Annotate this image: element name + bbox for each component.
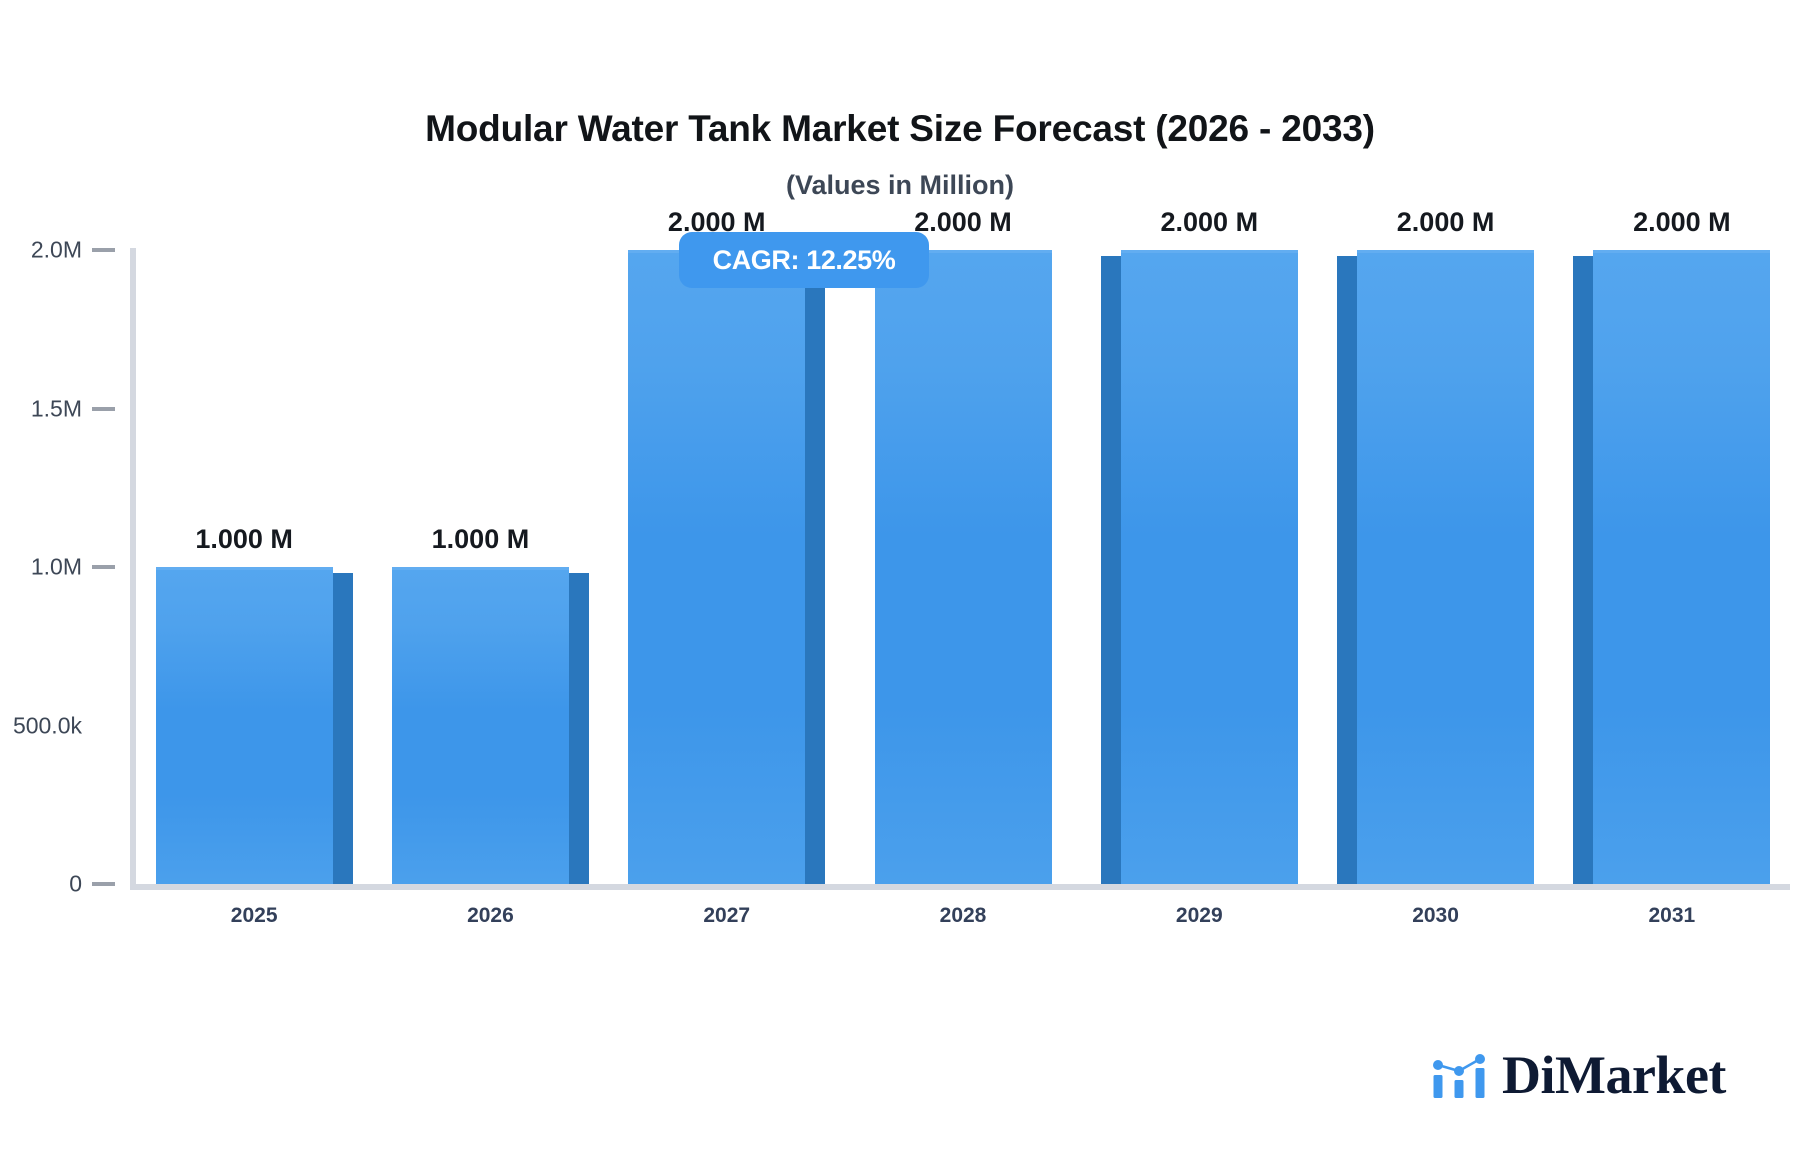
y-tick-mark <box>92 565 115 569</box>
chart-title: Modular Water Tank Market Size Forecast … <box>425 108 1375 149</box>
y-tick-mark <box>92 248 115 252</box>
bar-front-face <box>1357 250 1535 884</box>
y-tick-label: 0 <box>69 870 82 897</box>
bar-chart-logo-icon <box>1433 1054 1485 1098</box>
bar[interactable]: 1.000 M <box>391 524 589 884</box>
y-tick-mark <box>92 406 115 411</box>
bar-value-label: 1.000 M <box>195 524 293 554</box>
bar-side-face <box>1337 256 1358 884</box>
chart-subtitle: (Values in Million) <box>785 170 1015 200</box>
bar-value-label: 2.000 M <box>1633 207 1731 237</box>
bar-value-label: 2.000 M <box>914 207 1012 237</box>
bar[interactable]: 2.000 M <box>1573 207 1771 884</box>
x-tick-label: 2030 <box>1412 904 1459 927</box>
cagr-badge: CAGR: 12.25% <box>679 232 929 288</box>
brand-logo: DiMarket <box>1432 1048 1726 1102</box>
bar-side-face <box>1573 256 1594 884</box>
x-tick-label: 2026 <box>467 904 514 927</box>
y-tick-mark <box>92 882 115 886</box>
bar-side-face <box>568 573 589 884</box>
bar-front-face <box>628 250 806 884</box>
x-tick-label: 2028 <box>939 904 987 927</box>
y-tick-label: 500.0k <box>12 712 82 738</box>
y-tick-label: 2.0M <box>30 236 82 263</box>
bar-top-edge <box>1593 250 1771 253</box>
bar-value-label: 2.000 M <box>1396 207 1495 237</box>
x-tick-label: 2029 <box>1175 904 1223 927</box>
bar-top-edge <box>1120 250 1298 253</box>
bar-front-face <box>391 567 569 884</box>
bar-front-face <box>1120 250 1298 884</box>
y-tick-label: 1.0M <box>30 553 82 580</box>
bar-front-face <box>1593 250 1771 884</box>
bar-top-edge <box>391 567 569 570</box>
bar-front-face <box>874 250 1052 884</box>
bar[interactable]: 2.000 M <box>1337 207 1535 884</box>
bar-side-face <box>1100 256 1121 884</box>
bar-side-face <box>805 256 826 884</box>
bar-value-label: 1.000 M <box>431 524 530 554</box>
bar-top-edge <box>1357 250 1535 253</box>
x-tick-label: 2025 <box>230 904 278 927</box>
bar[interactable]: 1.000 M <box>155 524 353 884</box>
y-tick-label: 1.5M <box>30 395 82 421</box>
y-axis-line <box>130 248 136 888</box>
x-tick-label: 2031 <box>1648 904 1696 927</box>
x-tick-label: 2027 <box>703 904 751 927</box>
bar-side-face <box>332 573 353 884</box>
brand-name: DiMarket <box>1502 1045 1726 1105</box>
bar-top-edge <box>155 567 333 570</box>
bar-top-edge <box>874 250 1052 253</box>
bar[interactable]: 2.000 M <box>1100 207 1298 884</box>
bar[interactable]: 2.000 M <box>628 207 826 884</box>
x-axis-line <box>130 884 1790 890</box>
bar[interactable]: 2.000 M <box>874 207 1052 884</box>
bar-front-face <box>155 567 333 884</box>
bar-value-label: 2.000 M <box>1160 207 1259 237</box>
